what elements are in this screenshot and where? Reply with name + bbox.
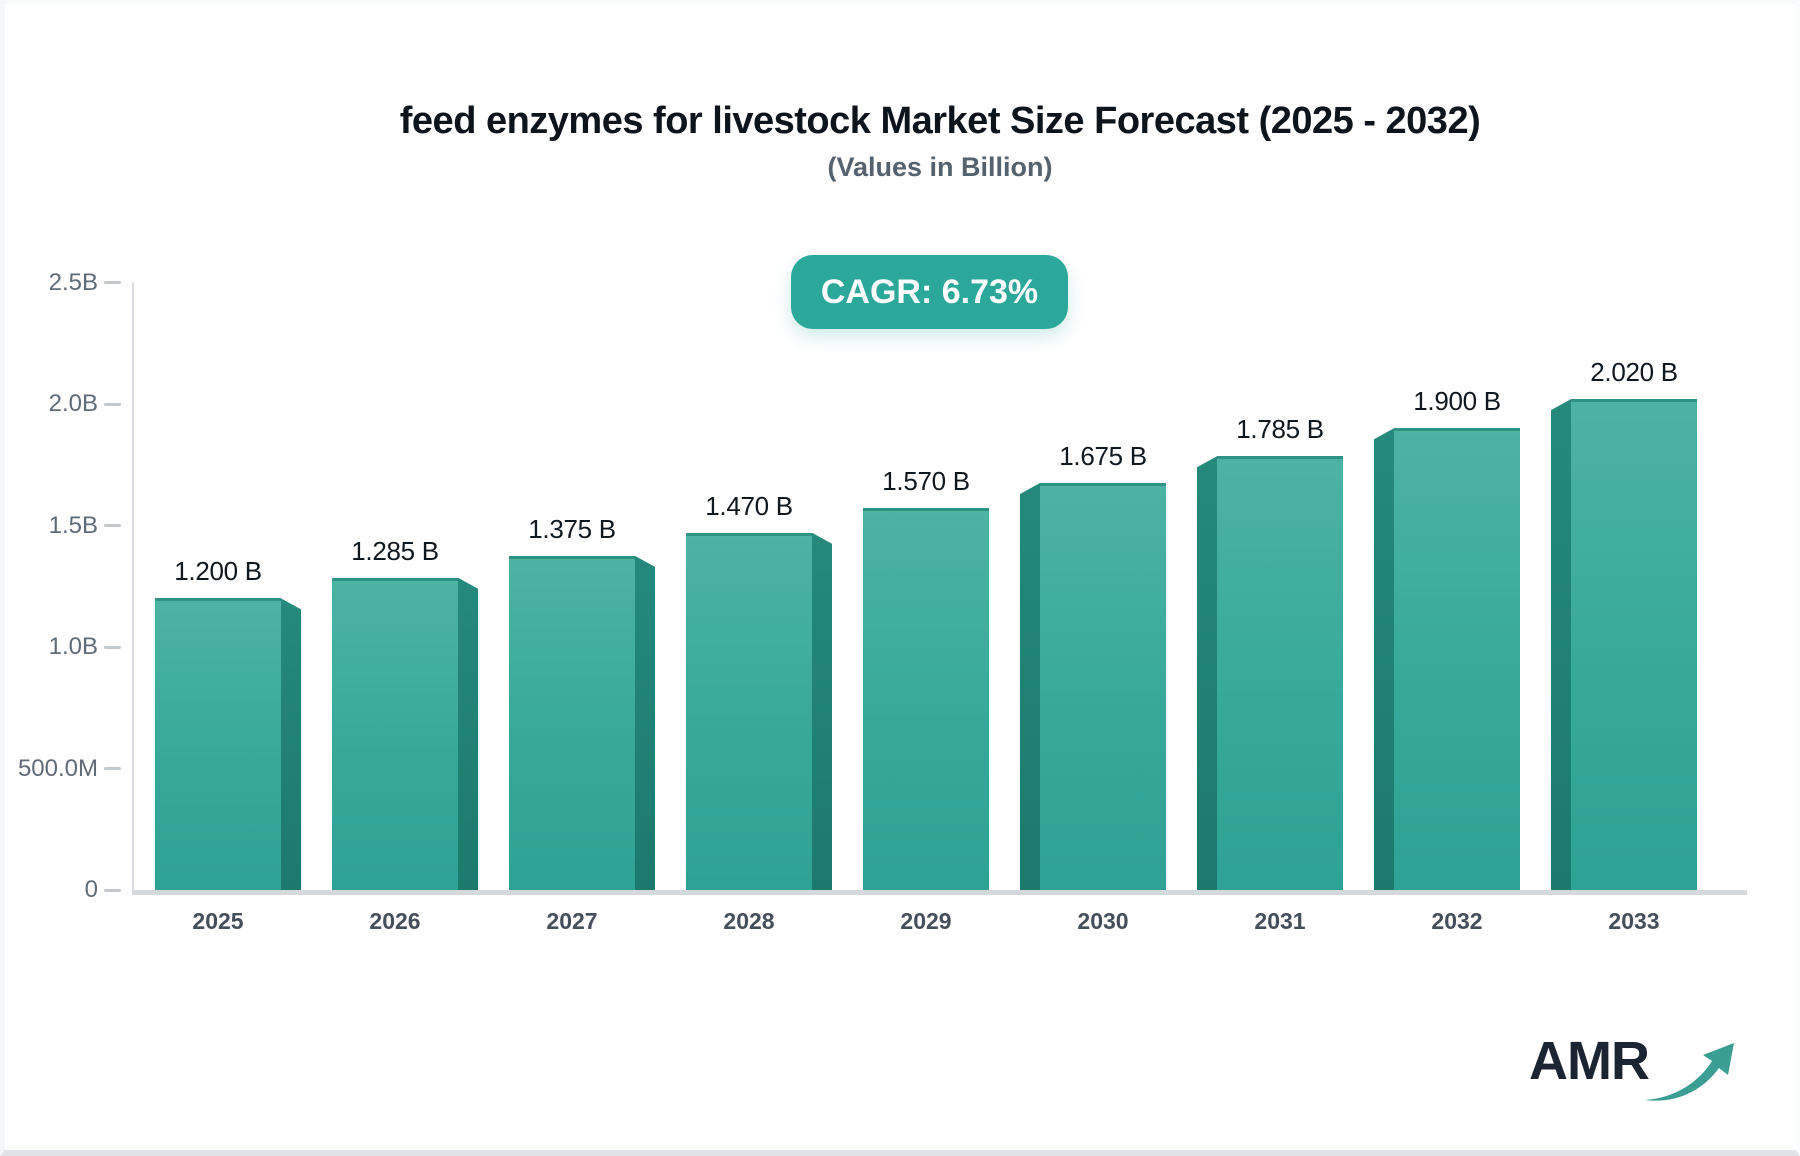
bar-2033-side-face <box>1551 399 1571 890</box>
bar-value-label: 1.785 B <box>1236 414 1324 445</box>
y-axis-tick-mark <box>104 402 121 406</box>
bar-value-label: 1.375 B <box>528 513 616 544</box>
y-axis-tick-label: 2.5B <box>48 268 98 296</box>
x-axis-category-label: 2029 <box>900 908 952 934</box>
bar-2027[interactable] <box>509 555 635 890</box>
bar-2030[interactable] <box>1040 482 1166 890</box>
x-axis-category-label: 2026 <box>369 908 421 934</box>
bar-2026-side-face <box>458 577 478 890</box>
y-axis-tick-label: 0 <box>84 876 98 903</box>
bar-2032-side-face <box>1374 428 1394 890</box>
bar-value-label: 1.285 B <box>351 535 439 566</box>
y-axis-tick-label: 1.0B <box>48 633 98 660</box>
bar-2032[interactable] <box>1394 428 1520 890</box>
x-axis-category-label: 2032 <box>1431 908 1483 934</box>
y-axis-tick-mark <box>104 767 121 770</box>
y-axis-tick-mark <box>104 645 121 649</box>
y-axis-tick-mark <box>104 524 121 527</box>
cagr-badge: CAGR: 6.73% <box>791 255 1068 329</box>
bar-2031-side-face <box>1197 456 1217 890</box>
bar-2030-side-face <box>1020 482 1040 890</box>
growth-arrow-icon <box>1641 1036 1737 1113</box>
bar-2028[interactable] <box>686 532 812 890</box>
bar-2033[interactable] <box>1571 399 1697 890</box>
y-axis-tick-mark <box>104 888 121 892</box>
y-axis-tick-label: 2.0B <box>48 390 98 417</box>
bar-2028-side-face <box>812 532 832 890</box>
bar-value-label: 1.200 B <box>174 556 262 587</box>
y-axis-tick-label: 500.0M <box>17 754 98 782</box>
bar-value-label: 1.900 B <box>1413 386 1501 417</box>
x-axis-category-label: 2031 <box>1254 908 1306 934</box>
y-axis-tick-label: 1.5B <box>48 511 98 539</box>
bar-2027-side-face <box>635 555 655 890</box>
x-axis-category-label: 2030 <box>1077 908 1129 934</box>
amr-logo-text: AMR <box>1529 1031 1650 1091</box>
bar-chart-plot-area: 2.5B 2.0B 1.5B 1.0B 500.0M 0 1.200 B 2025 1.285 … <box>5 4 1796 1150</box>
bar-value-label: 2.020 B <box>1590 357 1678 388</box>
amr-logo: AMR <box>1529 1034 1737 1113</box>
x-axis-category-label: 2025 <box>192 908 244 934</box>
y-axis-line <box>132 282 134 895</box>
chart-title: feed enzymes for livestock Market Size F… <box>399 100 1481 142</box>
bar-2029[interactable] <box>863 508 989 890</box>
bar-value-label: 1.470 B <box>705 490 793 521</box>
bar-2025-side-face <box>281 598 301 890</box>
x-axis-line <box>133 890 1747 895</box>
y-axis-tick-mark <box>104 281 121 284</box>
x-axis-category-label: 2033 <box>1608 908 1660 934</box>
chart-subtitle: (Values in Billion) <box>827 152 1053 182</box>
bar-2031[interactable] <box>1217 456 1343 890</box>
bar-value-label: 1.570 B <box>882 466 970 497</box>
bar-2026[interactable] <box>332 577 458 890</box>
bar-2025[interactable] <box>155 598 281 890</box>
x-axis-category-label: 2028 <box>723 908 775 934</box>
bar-value-label: 1.675 B <box>1059 440 1147 471</box>
x-axis-category-label: 2027 <box>546 908 598 934</box>
